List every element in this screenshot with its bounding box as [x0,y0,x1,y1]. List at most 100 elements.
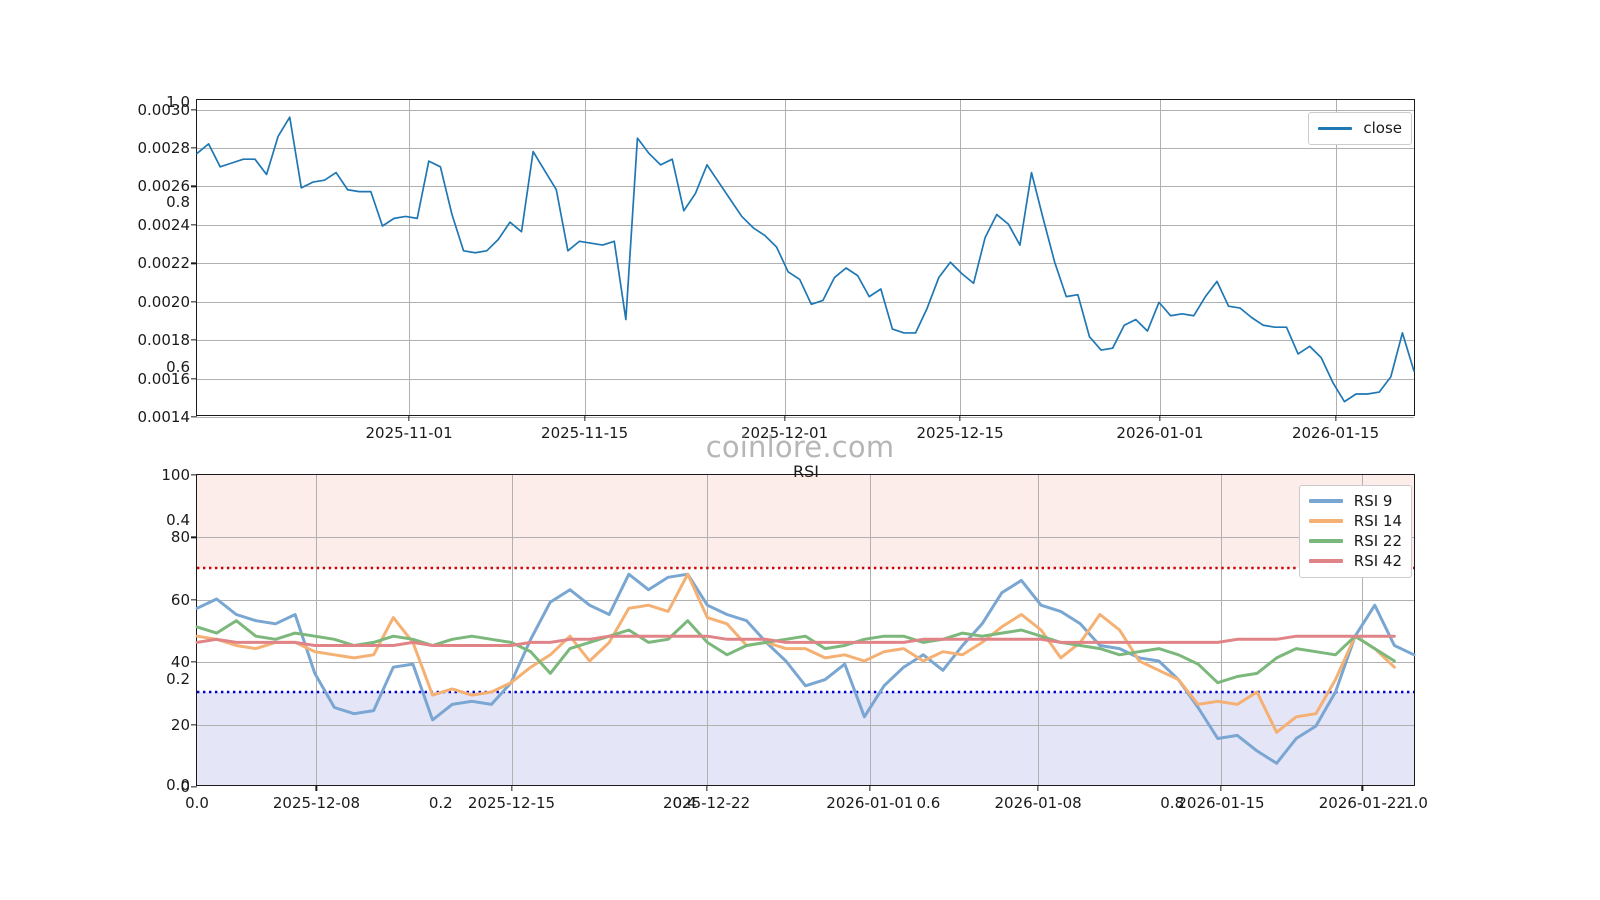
x-tick-mark [583,415,586,421]
gridline-horizontal [197,662,1414,664]
x-tick-label: 2025-12-15 [467,794,556,812]
y-tick-mark [191,147,197,149]
x-tick-mark [510,785,513,791]
ghost-x-tick-label: 1.0 [1404,794,1428,812]
y-tick-mark [191,262,197,264]
y-tick-mark [191,108,197,111]
y-tick-label: 0 [180,778,190,796]
legend-item: RSI 14 [1308,511,1402,531]
price-line-plot [196,116,1415,403]
y-tick-label: 0.0016 [137,369,191,388]
x-tick-label: 2025-11-15 [541,424,629,442]
legend-label: RSI 14 [1353,512,1402,530]
x-tick-mark [408,415,410,421]
rsi-panel-title: RSI [793,462,819,481]
gridline-vertical [511,475,513,785]
x-tick-mark [869,785,871,791]
y-tick-label: 0.0022 [137,254,191,273]
ghost-y-tick-label: 0.6 [166,357,190,376]
legend-label: RSI 22 [1353,532,1402,550]
legend-item: close [1318,118,1402,138]
y-tick-mark [191,661,197,663]
gridline-horizontal [197,109,1414,111]
y-tick-label: 100 [161,466,190,484]
gridline-horizontal [197,340,1414,342]
gridline-vertical [706,475,708,785]
gridline-horizontal [197,263,1414,265]
rsi-legend: RSI 9 RSI 14 RSI 22 RSI 42 [1298,485,1412,578]
gridline-vertical [409,100,411,415]
ghost-y-tick-label: 0.2 [166,670,190,689]
x-tick-mark [1361,785,1364,791]
y-tick-mark [191,185,197,188]
legend-swatch-rsi-42 [1308,559,1343,563]
legend-label: close [1363,119,1402,137]
x-tick-label: 2025-12-08 [272,794,361,812]
x-tick-label: 2025-12-15 [916,424,1004,442]
y-tick-label: 0.0024 [137,215,191,234]
ghost-x-tick-label: 0.8 [1160,794,1185,812]
legend-label: RSI 9 [1353,492,1393,510]
gridline-horizontal [197,186,1414,188]
y-tick-mark [191,786,197,788]
x-tick-label: 2026-01-22 [1318,794,1406,812]
y-tick-mark [191,301,197,303]
legend-item: RSI 42 [1308,551,1402,571]
legend-swatch-rsi-14 [1308,519,1343,523]
y-tick-mark [191,536,197,539]
rsi-threshold-bands [197,475,1414,785]
y-tick-label: 20 [170,715,190,734]
y-tick-label: 0.0026 [137,177,191,196]
legend-label: RSI 42 [1353,552,1402,570]
x-tick-mark [1037,785,1039,791]
y-tick-mark [191,416,197,418]
gridline-horizontal [197,537,1414,539]
rsi-axes: 100 80 60 40 20 0 0.4 0.2 0.0 2025-12-08 2025-12… [161,466,1428,812]
rsi-line-plot [195,566,1416,765]
gridline-vertical [1335,100,1337,415]
gridline-horizontal [197,301,1414,303]
y-tick-label: 0.0018 [137,331,191,350]
watermark: coinlore.com [705,430,895,464]
gridline-vertical [960,100,962,415]
gridline-vertical [1362,475,1364,785]
gridline-horizontal [197,599,1414,601]
legend-swatch-rsi-22 [1308,539,1343,543]
x-tick-label: 2025-11-01 [365,424,453,442]
ghost-y-tick-label: 0.0 [166,776,190,795]
ghost-x-tick-label: 0.2 [428,794,453,812]
y-tick-mark [191,723,197,726]
gridline-vertical [1220,475,1222,785]
y-tick-label: 0.0014 [137,408,191,426]
x-tick-label: 2026-01-01 [1116,424,1204,442]
legend-item: RSI 9 [1308,491,1402,511]
y-tick-mark [191,474,197,476]
ghost-x-tick-label: 0.0 [185,794,209,812]
y-tick-label: 0.0028 [137,139,191,158]
x-tick-label: 2026-01-08 [994,794,1082,812]
x-tick-label: 2025-12-22 [662,794,751,812]
x-tick-mark [959,415,961,421]
gridline-vertical [784,100,786,415]
ghost-y-tick-label: 1.0 [166,93,190,111]
legend-item: RSI 22 [1308,531,1402,551]
x-tick-mark [783,415,786,421]
y-tick-label: 60 [170,590,190,609]
gridline-horizontal [197,724,1414,726]
y-tick-mark [191,599,197,601]
gridline-vertical [316,475,318,785]
gridline-vertical [1160,100,1161,415]
price-axes: 0.0030 0.0028 0.0026 0.0024 0.0022 0.0020 0.00… [138,93,1415,442]
gridline-horizontal [197,417,1414,418]
y-tick-mark [191,339,197,341]
gridline-horizontal [197,378,1414,380]
y-tick-label: 0.0030 [137,100,191,119]
x-tick-label: 2025-12-01 [740,424,829,442]
gridline-vertical [584,100,586,415]
legend-swatch-rsi-9 [1308,499,1343,503]
x-tick-label: 2026-01-01 [826,794,914,812]
price-legend: close [1308,112,1412,145]
x-tick-mark [1220,785,1222,791]
gridline-horizontal [197,224,1414,226]
